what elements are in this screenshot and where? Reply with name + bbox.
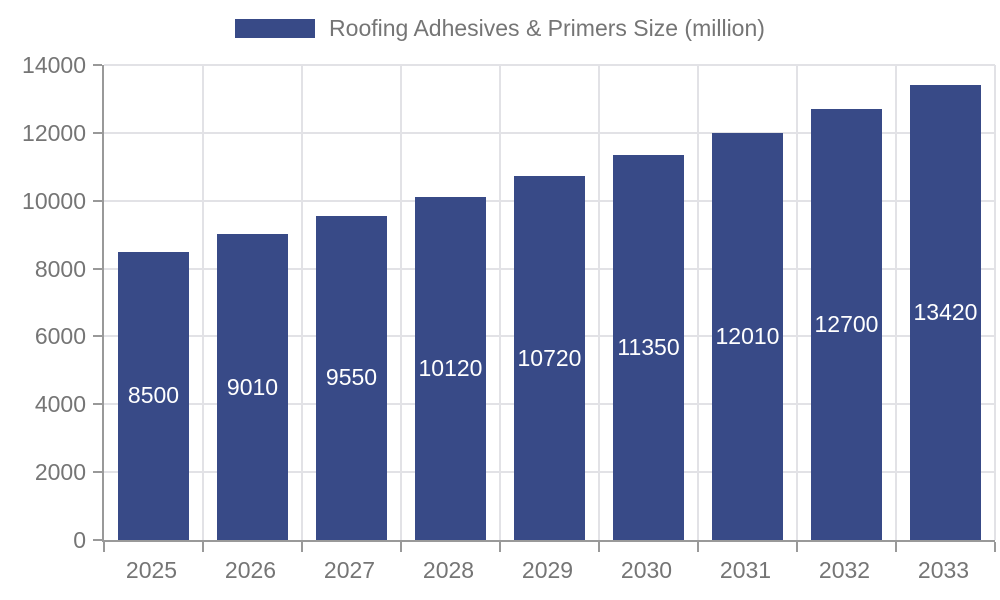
v-gridline [796, 65, 798, 540]
plot-area: 8500 9010 9550 10120 10720 11350 12010 12700 134… [93, 64, 996, 552]
x-axis-tick [301, 542, 303, 552]
bar-2031[interactable]: 12010 [711, 132, 784, 540]
x-axis-tick [499, 542, 501, 552]
bar-value-label: 10120 [418, 354, 483, 381]
h-gridline [104, 64, 995, 66]
bar-2025[interactable]: 8500 [117, 251, 190, 540]
bar-value-label: 9550 [325, 364, 378, 391]
y-axis-tick [93, 539, 102, 541]
y-tick-label: 8000 [34, 255, 86, 282]
bar-value-label: 8500 [127, 382, 180, 409]
y-tick-label: 2000 [34, 459, 86, 486]
bar-2026[interactable]: 9010 [216, 234, 289, 540]
bar-value-label: 12700 [814, 311, 879, 338]
y-tick-label: 12000 [22, 119, 86, 146]
y-tick-label: 10000 [22, 187, 86, 214]
bar-value-label: 10720 [517, 344, 582, 371]
bar-value-label: 12010 [715, 322, 780, 349]
y-axis-tick [93, 199, 102, 202]
y-tick-label: 6000 [34, 323, 86, 350]
bar-2030[interactable]: 11350 [612, 154, 685, 540]
y-axis-tick [93, 64, 102, 66]
x-axis-tick [103, 542, 105, 552]
x-axis-tick [202, 542, 204, 552]
x-axis-tick [994, 542, 996, 552]
x-axis-tick [895, 542, 897, 552]
v-gridline [202, 65, 204, 540]
bar-2033[interactable]: 13420 [909, 84, 982, 540]
y-axis-tick [93, 131, 102, 134]
chart-legend[interactable]: Roofing Adhesives & Primers Size (millio… [0, 15, 1000, 41]
x-tick-label: 2032 [818, 557, 871, 583]
v-gridline [499, 65, 501, 540]
x-axis-tick [399, 542, 402, 552]
x-tick-label: 2026 [224, 557, 277, 583]
legend-label: Roofing Adhesives & Primers Size (millio… [329, 15, 765, 41]
legend-swatch [235, 18, 316, 38]
bar-value-label: 11350 [617, 333, 680, 360]
x-tick-label: 2028 [422, 557, 475, 583]
y-tick-label: 14000 [22, 52, 86, 78]
x-tick-label: 2025 [125, 557, 178, 583]
v-gridline [895, 65, 897, 540]
x-tick-label: 2031 [719, 557, 772, 583]
v-gridline [399, 65, 402, 540]
bar-2032[interactable]: 12700 [810, 109, 883, 540]
bar-2027[interactable]: 9550 [315, 215, 388, 540]
bar-value-label: 9010 [226, 373, 279, 400]
x-axis-tick [696, 542, 699, 552]
y-axis-tick [93, 471, 102, 474]
y-tick-label: 0 [73, 527, 86, 553]
bar-value-label: 13420 [913, 298, 978, 325]
x-axis-tick [598, 542, 600, 552]
bar-2029[interactable]: 10720 [513, 176, 586, 540]
v-gridline [598, 65, 600, 540]
bar-2028[interactable]: 10120 [414, 196, 487, 540]
v-gridline [696, 65, 699, 540]
y-axis-tick [93, 403, 102, 406]
x-tick-label: 2030 [620, 557, 673, 583]
v-gridline [301, 65, 303, 540]
x-tick-label: 2027 [323, 557, 376, 583]
y-axis-tick [93, 267, 102, 270]
x-tick-label: 2033 [917, 557, 970, 583]
y-tick-label: 4000 [34, 391, 86, 418]
x-tick-label: 2029 [521, 557, 574, 583]
v-gridline [994, 65, 996, 540]
y-axis-tick [93, 335, 102, 338]
x-axis-tick [796, 542, 798, 552]
